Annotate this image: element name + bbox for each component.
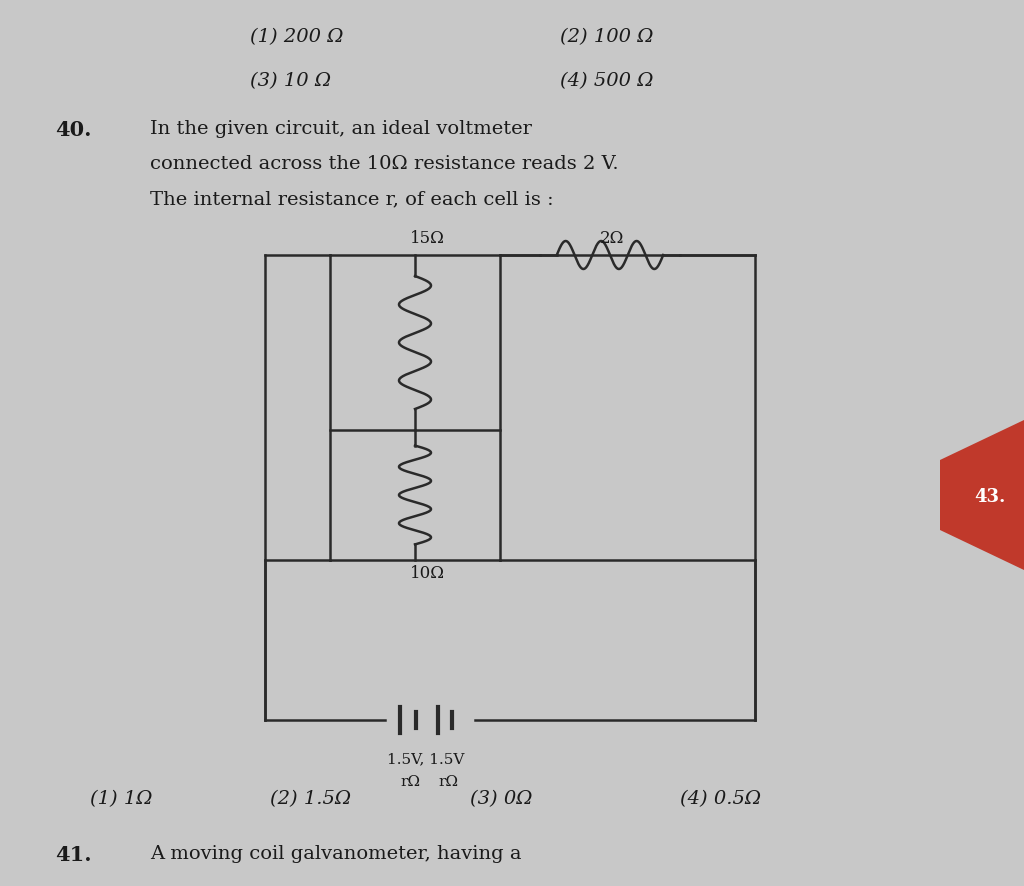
Text: (3) 10 Ω: (3) 10 Ω — [250, 72, 331, 90]
Text: (1) 1Ω: (1) 1Ω — [90, 790, 153, 808]
Text: 43.: 43. — [974, 488, 1006, 506]
Text: 41.: 41. — [55, 845, 91, 865]
Text: rΩ: rΩ — [400, 775, 420, 789]
Text: (1) 200 Ω: (1) 200 Ω — [250, 28, 343, 46]
Text: In the given circuit, an ideal voltmeter: In the given circuit, an ideal voltmeter — [150, 120, 531, 138]
Text: connected across the 10Ω resistance reads 2 V.: connected across the 10Ω resistance read… — [150, 155, 618, 173]
Polygon shape — [940, 420, 1024, 570]
Text: (2) 1.5Ω: (2) 1.5Ω — [270, 790, 351, 808]
Text: 40.: 40. — [55, 120, 91, 140]
Text: A moving coil galvanometer, having a: A moving coil galvanometer, having a — [150, 845, 521, 863]
Text: (2) 100 Ω: (2) 100 Ω — [560, 28, 653, 46]
Text: The internal resistance r, of each cell is :: The internal resistance r, of each cell … — [150, 190, 554, 208]
Text: 1.5V, 1.5V: 1.5V, 1.5V — [387, 752, 465, 766]
Text: 10Ω: 10Ω — [410, 565, 445, 582]
Text: rΩ: rΩ — [438, 775, 458, 789]
Text: 15Ω: 15Ω — [410, 230, 444, 247]
Text: (4) 500 Ω: (4) 500 Ω — [560, 72, 653, 90]
Text: (4) 0.5Ω: (4) 0.5Ω — [680, 790, 761, 808]
Text: 2Ω: 2Ω — [600, 230, 625, 247]
Text: (3) 0Ω: (3) 0Ω — [470, 790, 532, 808]
